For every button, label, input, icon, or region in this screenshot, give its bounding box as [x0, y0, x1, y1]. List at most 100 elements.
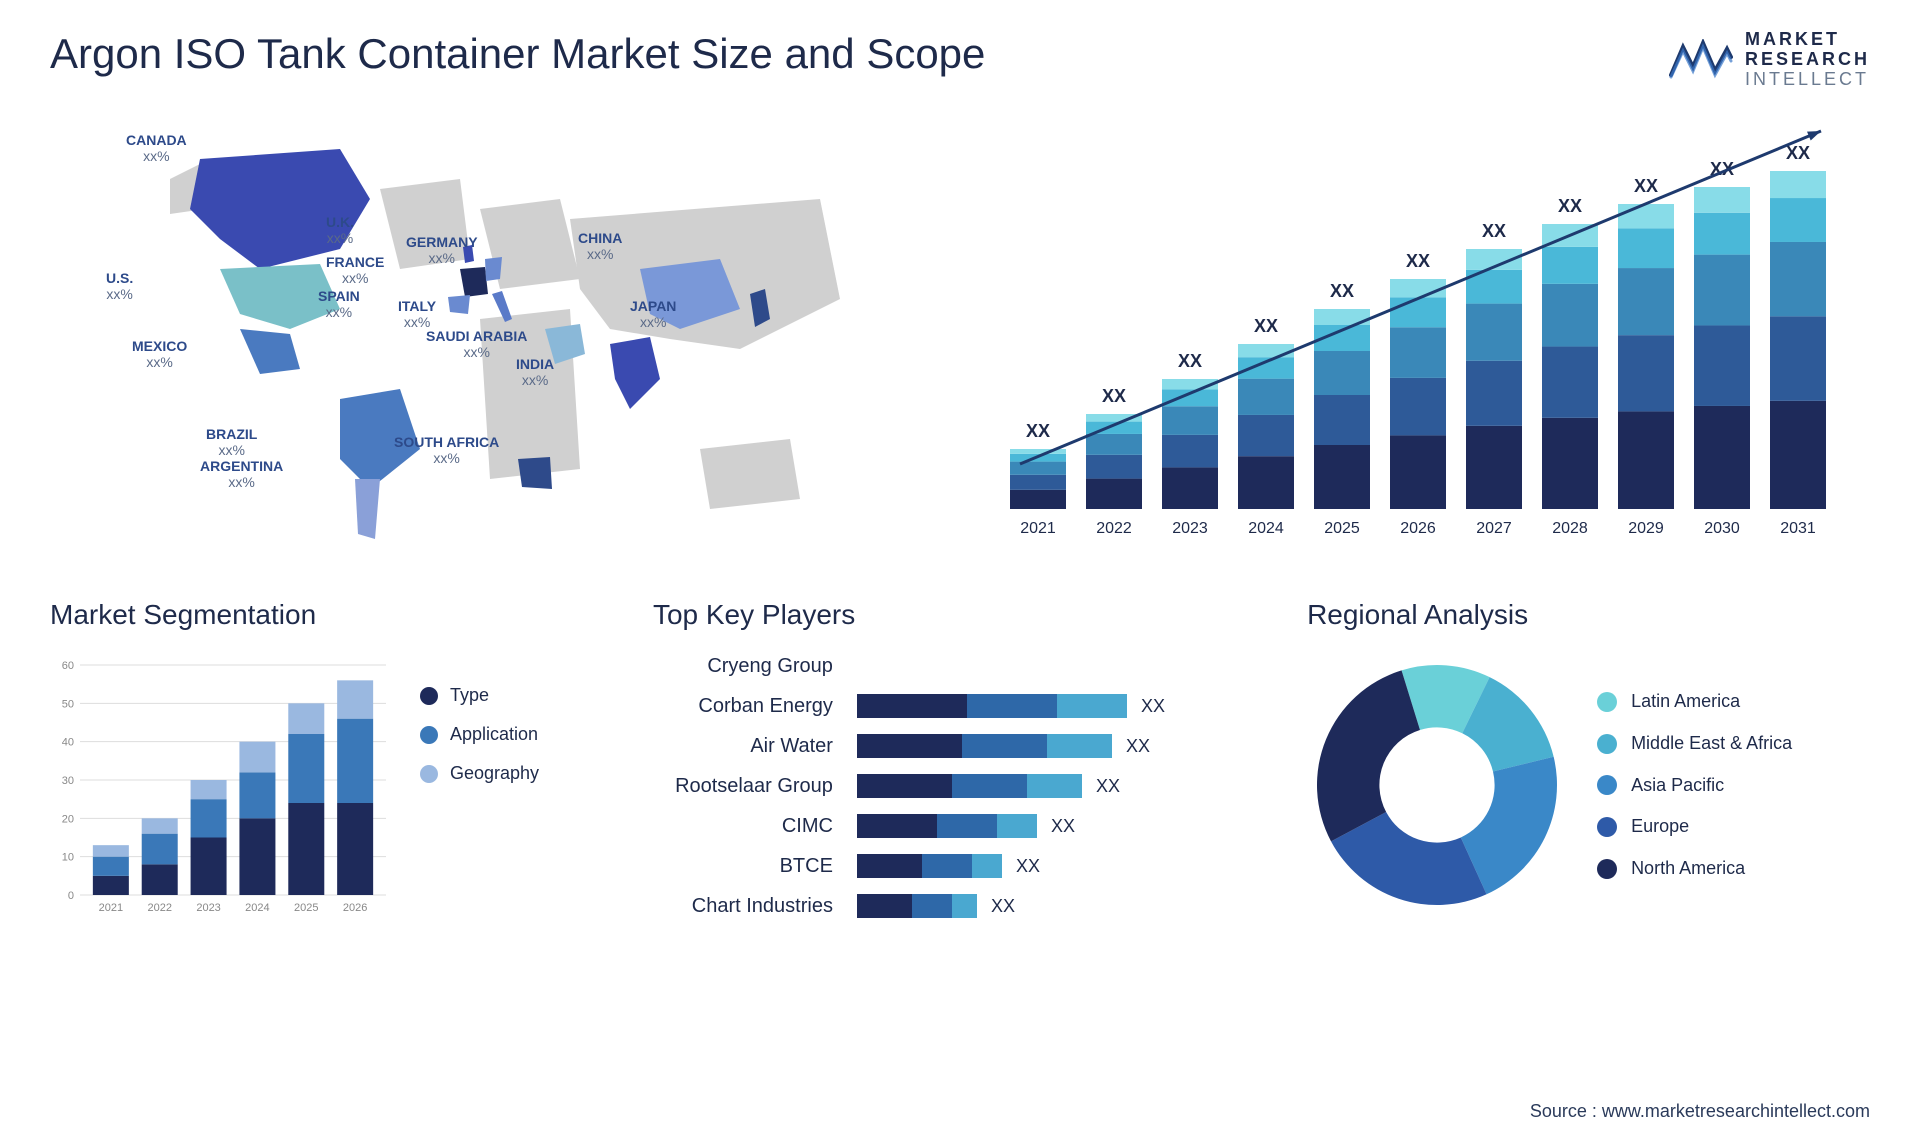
page-title: Argon ISO Tank Container Market Size and… — [50, 30, 985, 78]
map-label: U.K.xx% — [326, 215, 354, 246]
svg-text:10: 10 — [62, 852, 74, 864]
legend-dot-icon — [420, 687, 438, 705]
svg-text:XX: XX — [1786, 143, 1810, 163]
player-bar-segment — [972, 854, 1002, 878]
player-bar-segment — [997, 814, 1037, 838]
regional-title: Regional Analysis — [1307, 599, 1870, 631]
logo-line2: RESEARCH — [1745, 50, 1870, 70]
map-region-france — [460, 267, 488, 297]
map-region-mexico — [240, 329, 300, 374]
map-label: BRAZILxx% — [206, 427, 257, 458]
svg-text:2021: 2021 — [1020, 520, 1056, 537]
svg-text:2022: 2022 — [147, 902, 171, 914]
player-bar-segment — [952, 774, 1027, 798]
main-bar-chart: XX2021XX2022XX2023XX2024XX2025XX2026XX20… — [990, 119, 1870, 549]
map-label: SAUDI ARABIAxx% — [426, 329, 527, 360]
legend-label: North America — [1631, 858, 1745, 880]
svg-text:20: 20 — [62, 814, 74, 826]
player-label: Cryeng Group — [653, 655, 833, 677]
player-label: BTCE — [653, 855, 833, 877]
legend-dot-icon — [1597, 859, 1617, 879]
player-bar-segment — [857, 814, 937, 838]
player-bar-segment — [1047, 734, 1112, 758]
map-label: SPAINxx% — [318, 289, 360, 320]
header: Argon ISO Tank Container Market Size and… — [50, 30, 1870, 89]
legend-item: Application — [420, 724, 539, 745]
player-bar — [857, 814, 1037, 838]
legend-label: Asia Pacific — [1631, 775, 1724, 797]
logo-text: MARKET RESEARCH INTELLECT — [1745, 30, 1870, 89]
player-bar — [857, 694, 1127, 718]
player-bar-segment — [857, 774, 952, 798]
regional-legend: Latin AmericaMiddle East & AfricaAsia Pa… — [1597, 691, 1792, 879]
regional-donut — [1307, 655, 1567, 915]
player-bar-segment — [952, 894, 977, 918]
map-label: FRANCExx% — [326, 255, 384, 286]
player-value: XX — [1016, 856, 1040, 877]
map-label: MEXICOxx% — [132, 339, 187, 370]
legend-dot-icon — [420, 765, 438, 783]
segmentation-chart: 0102030405060202120222023202420252026 — [50, 655, 390, 915]
players-title: Top Key Players — [653, 599, 1267, 631]
svg-text:XX: XX — [1254, 316, 1278, 336]
svg-text:2023: 2023 — [196, 902, 220, 914]
map-label: ITALYxx% — [398, 299, 436, 330]
map-label: CANADAxx% — [126, 133, 187, 164]
map-label: GERMANYxx% — [406, 235, 478, 266]
map-region-spain — [448, 295, 470, 314]
svg-text:XX: XX — [1026, 421, 1050, 441]
legend-label: Middle East & Africa — [1631, 733, 1792, 755]
player-bar-segment — [912, 894, 952, 918]
logo-line1: MARKET — [1745, 30, 1870, 50]
segmentation-section: Market Segmentation 01020304050602021202… — [50, 599, 613, 935]
regional-legend-item: North America — [1597, 858, 1792, 880]
player-bar-segment — [967, 694, 1057, 718]
svg-text:XX: XX — [1558, 196, 1582, 216]
player-bar-segment — [1057, 694, 1127, 718]
players-labels: Cryeng GroupCorban EnergyAir WaterRootse… — [653, 655, 833, 935]
regional-legend-item: Middle East & Africa — [1597, 733, 1792, 755]
svg-text:XX: XX — [1482, 221, 1506, 241]
player-bar-segment — [857, 694, 967, 718]
svg-text:XX: XX — [1178, 351, 1202, 371]
legend-item: Type — [420, 685, 539, 706]
player-row: XX — [857, 735, 1267, 757]
map-label: INDIAxx% — [516, 357, 554, 388]
legend-dot-icon — [1597, 692, 1617, 712]
map-region-argentina — [355, 479, 380, 539]
legend-label: Europe — [1631, 816, 1689, 838]
player-bar — [857, 774, 1082, 798]
svg-text:30: 30 — [62, 775, 74, 787]
map-region-canada — [190, 149, 370, 269]
regional-section: Regional Analysis Latin AmericaMiddle Ea… — [1307, 599, 1870, 935]
player-row: XX — [857, 815, 1267, 837]
donut-slice — [1317, 671, 1420, 842]
legend-label: Type — [450, 685, 489, 706]
map-label: SOUTH AFRICAxx% — [394, 435, 499, 466]
svg-text:XX: XX — [1102, 386, 1126, 406]
world-map-panel: CANADAxx%U.S.xx%MEXICOxx%BRAZILxx%ARGENT… — [50, 119, 950, 549]
svg-text:XX: XX — [1634, 176, 1658, 196]
svg-text:40: 40 — [62, 737, 74, 749]
svg-text:2030: 2030 — [1704, 520, 1740, 537]
player-label: Air Water — [653, 735, 833, 757]
player-bar — [857, 734, 1112, 758]
svg-text:2026: 2026 — [1400, 520, 1436, 537]
logo: MARKET RESEARCH INTELLECT — [1669, 30, 1870, 89]
map-label: U.S.xx% — [106, 271, 133, 302]
map-label: CHINAxx% — [578, 231, 622, 262]
legend-label: Geography — [450, 763, 539, 784]
svg-text:50: 50 — [62, 699, 74, 711]
source-text: Source : www.marketresearchintellect.com — [1530, 1101, 1870, 1122]
regional-legend-item: Asia Pacific — [1597, 775, 1792, 797]
segmentation-legend: Type Application Geography — [420, 655, 539, 915]
legend-item: Geography — [420, 763, 539, 784]
svg-text:XX: XX — [1330, 281, 1354, 301]
map-region-safrica — [518, 457, 552, 489]
logo-wave-icon — [1669, 39, 1733, 81]
top-row: CANADAxx%U.S.xx%MEXICOxx%BRAZILxx%ARGENT… — [50, 119, 1870, 549]
svg-text:2025: 2025 — [294, 902, 318, 914]
legend-dot-icon — [1597, 775, 1617, 795]
player-value: XX — [1096, 776, 1120, 797]
players-chart: XXXXXXXXXXXX — [857, 655, 1267, 935]
